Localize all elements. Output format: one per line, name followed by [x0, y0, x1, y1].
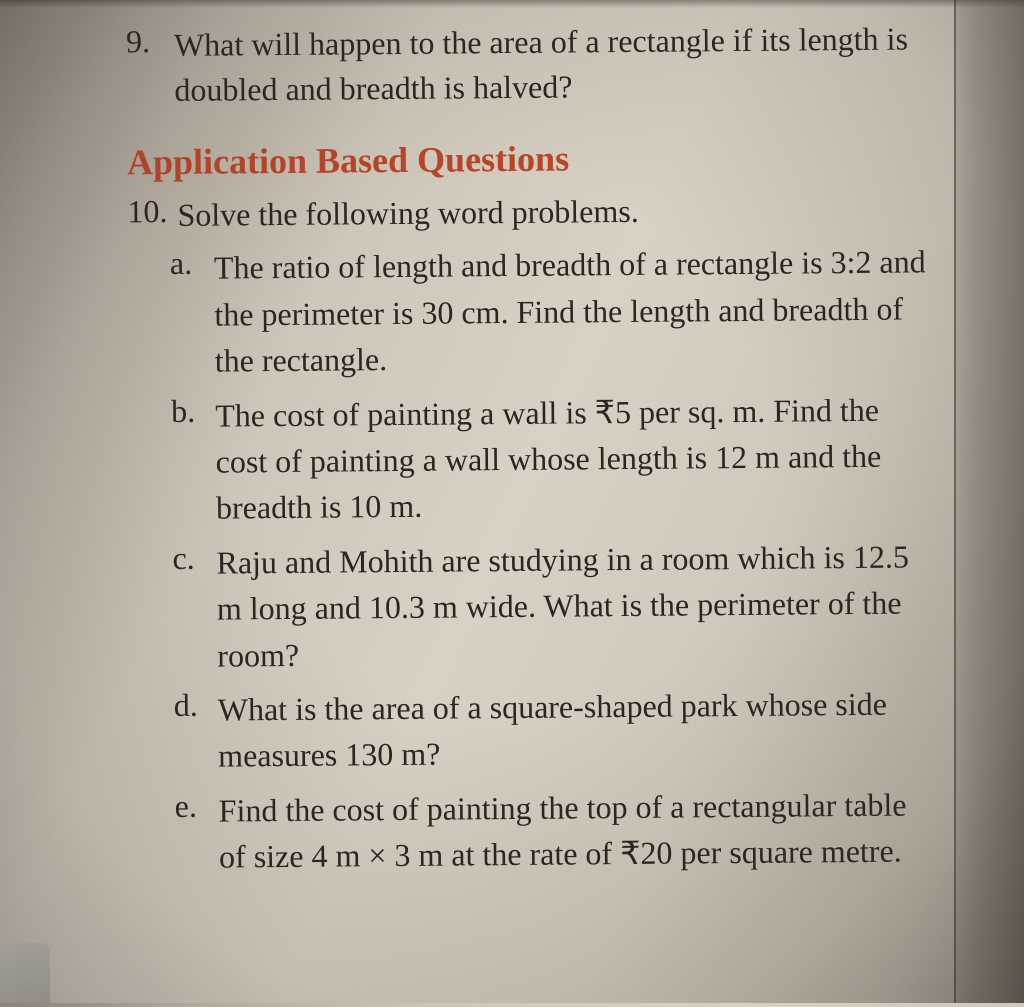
sub-question-b: b. The cost of painting a wall is ₹5 per…: [171, 386, 934, 532]
question-text: Solve the following word problems.: [177, 188, 639, 237]
sub-text: Raju and Mohith are studying in a room w…: [216, 533, 935, 678]
question-9: 9. What will happen to the area of a rec…: [126, 16, 931, 113]
sub-letter: c.: [172, 539, 204, 576]
sub-letter: a.: [170, 245, 202, 282]
sub-question-a: a. The ratio of length and breadth of a …: [170, 239, 933, 385]
sub-text: What is the area of a square-shaped park…: [218, 680, 937, 779]
sub-text: The ratio of length and breadth of a rec…: [214, 239, 933, 384]
bottom-corner: [0, 943, 50, 1003]
sub-letter: e.: [174, 787, 206, 824]
sub-text: The cost of painting a wall is ₹5 per sq…: [215, 386, 934, 531]
question-line: 10. Solve the following word problems.: [127, 186, 931, 238]
section-heading: Application Based Questions: [127, 134, 931, 183]
sub-question-e: e. Find the cost of painting the top of …: [174, 781, 937, 880]
textbook-page: 9. What will happen to the area of a rec…: [0, 0, 1024, 1007]
question-number: 10.: [127, 193, 167, 230]
sub-letter: b.: [171, 392, 203, 429]
sub-question-d: d. What is the area of a square-shaped p…: [174, 680, 937, 779]
question-number: 9.: [126, 23, 164, 60]
sub-question-c: c. Raju and Mohith are studying in a roo…: [172, 533, 935, 679]
question-10: 10. Solve the following word problems. a…: [127, 186, 937, 881]
question-line: 9. What will happen to the area of a rec…: [126, 16, 931, 113]
sub-text: Find the cost of painting the top of a r…: [218, 781, 937, 880]
page-edge-shadow: [954, 0, 1024, 1003]
question-text: What will happen to the area of a rectan…: [174, 16, 931, 112]
sub-letter: d.: [174, 687, 206, 724]
